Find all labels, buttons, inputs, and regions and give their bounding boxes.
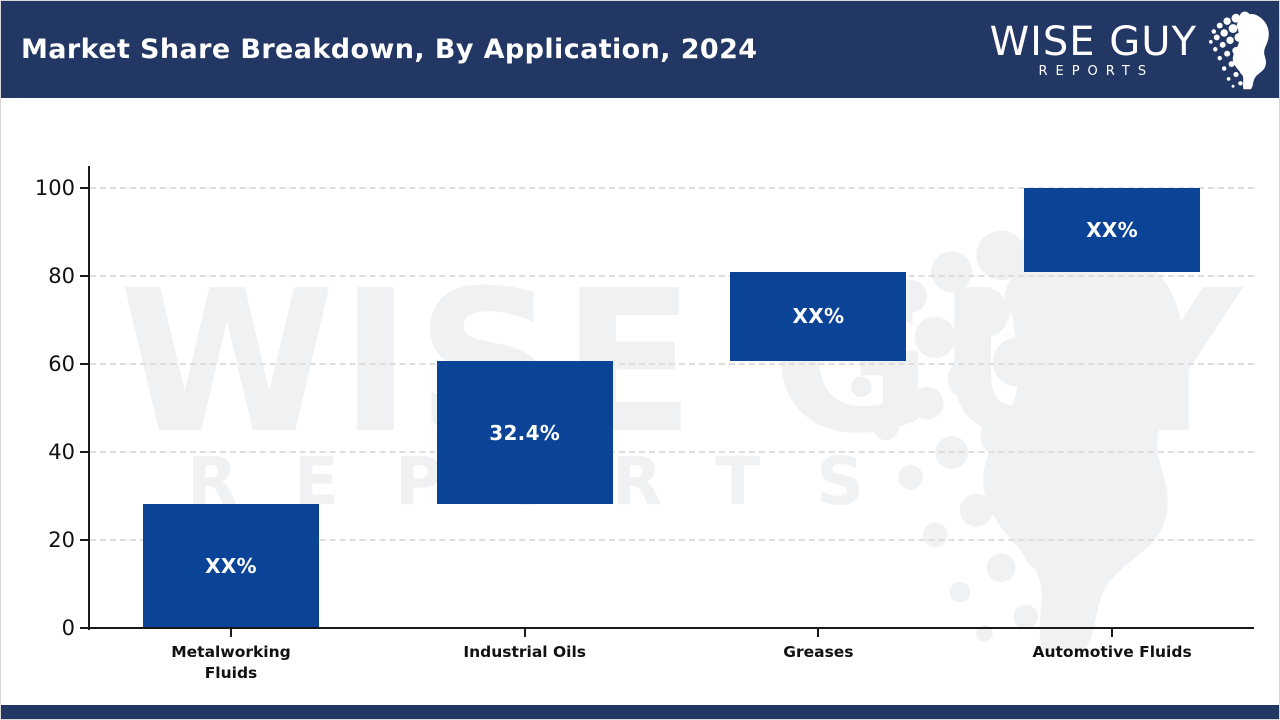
x-category-label: Automotive Fluids (1032, 643, 1192, 661)
x-category-label: Metalworking Fluids (171, 643, 291, 682)
bar-value-label: XX% (792, 304, 845, 329)
y-tick-mark (80, 451, 89, 453)
gridline-100 (90, 187, 1254, 189)
y-tick-mark (80, 363, 89, 365)
bar-value-label: XX% (1086, 217, 1138, 242)
footer-bar (1, 705, 1279, 719)
x-tick-mark (230, 628, 232, 637)
brand-head-icon (1208, 11, 1269, 89)
x-tick-mark (817, 628, 820, 637)
y-tick-label: 40 (48, 440, 75, 464)
brand-name: WISE GUY (989, 18, 1197, 65)
chart-bar-4: XX% (1024, 188, 1201, 272)
y-tick-label: 60 (48, 352, 75, 376)
x-tick-mark (523, 628, 526, 637)
y-tick-label: 20 (48, 528, 75, 552)
x-axis-line (88, 627, 1254, 629)
page-title: Market Share Breakdown, By Application, … (21, 34, 758, 65)
y-tick-label: 100 (34, 176, 75, 200)
chart-bar-1: XX% (143, 503, 319, 628)
bar-value-label: 32.4% (489, 420, 561, 445)
y-tick-mark (80, 627, 89, 629)
y-tick-label: 80 (48, 264, 75, 288)
x-tick-mark (1111, 628, 1114, 637)
gridline-20 (90, 539, 1254, 541)
brand-text: WISE GUY REPORTS (990, 22, 1197, 78)
gridline-80 (90, 275, 1254, 277)
gridline-40 (90, 451, 1254, 453)
brand-logo: WISE GUY REPORTS (990, 9, 1273, 91)
gridline-60 (90, 363, 1254, 365)
x-category-label: Greases (783, 643, 854, 661)
y-tick-mark (80, 275, 89, 277)
y-tick-mark (80, 187, 89, 189)
x-category-label: Industrial Oils (463, 643, 587, 661)
header: Market Share Breakdown, By Application, … (1, 1, 1279, 98)
y-tick-label: 0 (61, 616, 75, 640)
chart-bar-3: XX% (730, 271, 907, 362)
y-axis-line (88, 166, 90, 630)
chart-bar-2: 32.4% (436, 361, 613, 504)
y-tick-mark (80, 539, 89, 541)
brand-subtitle: REPORTS (1038, 63, 1155, 79)
bar-value-label: XX% (205, 553, 257, 578)
